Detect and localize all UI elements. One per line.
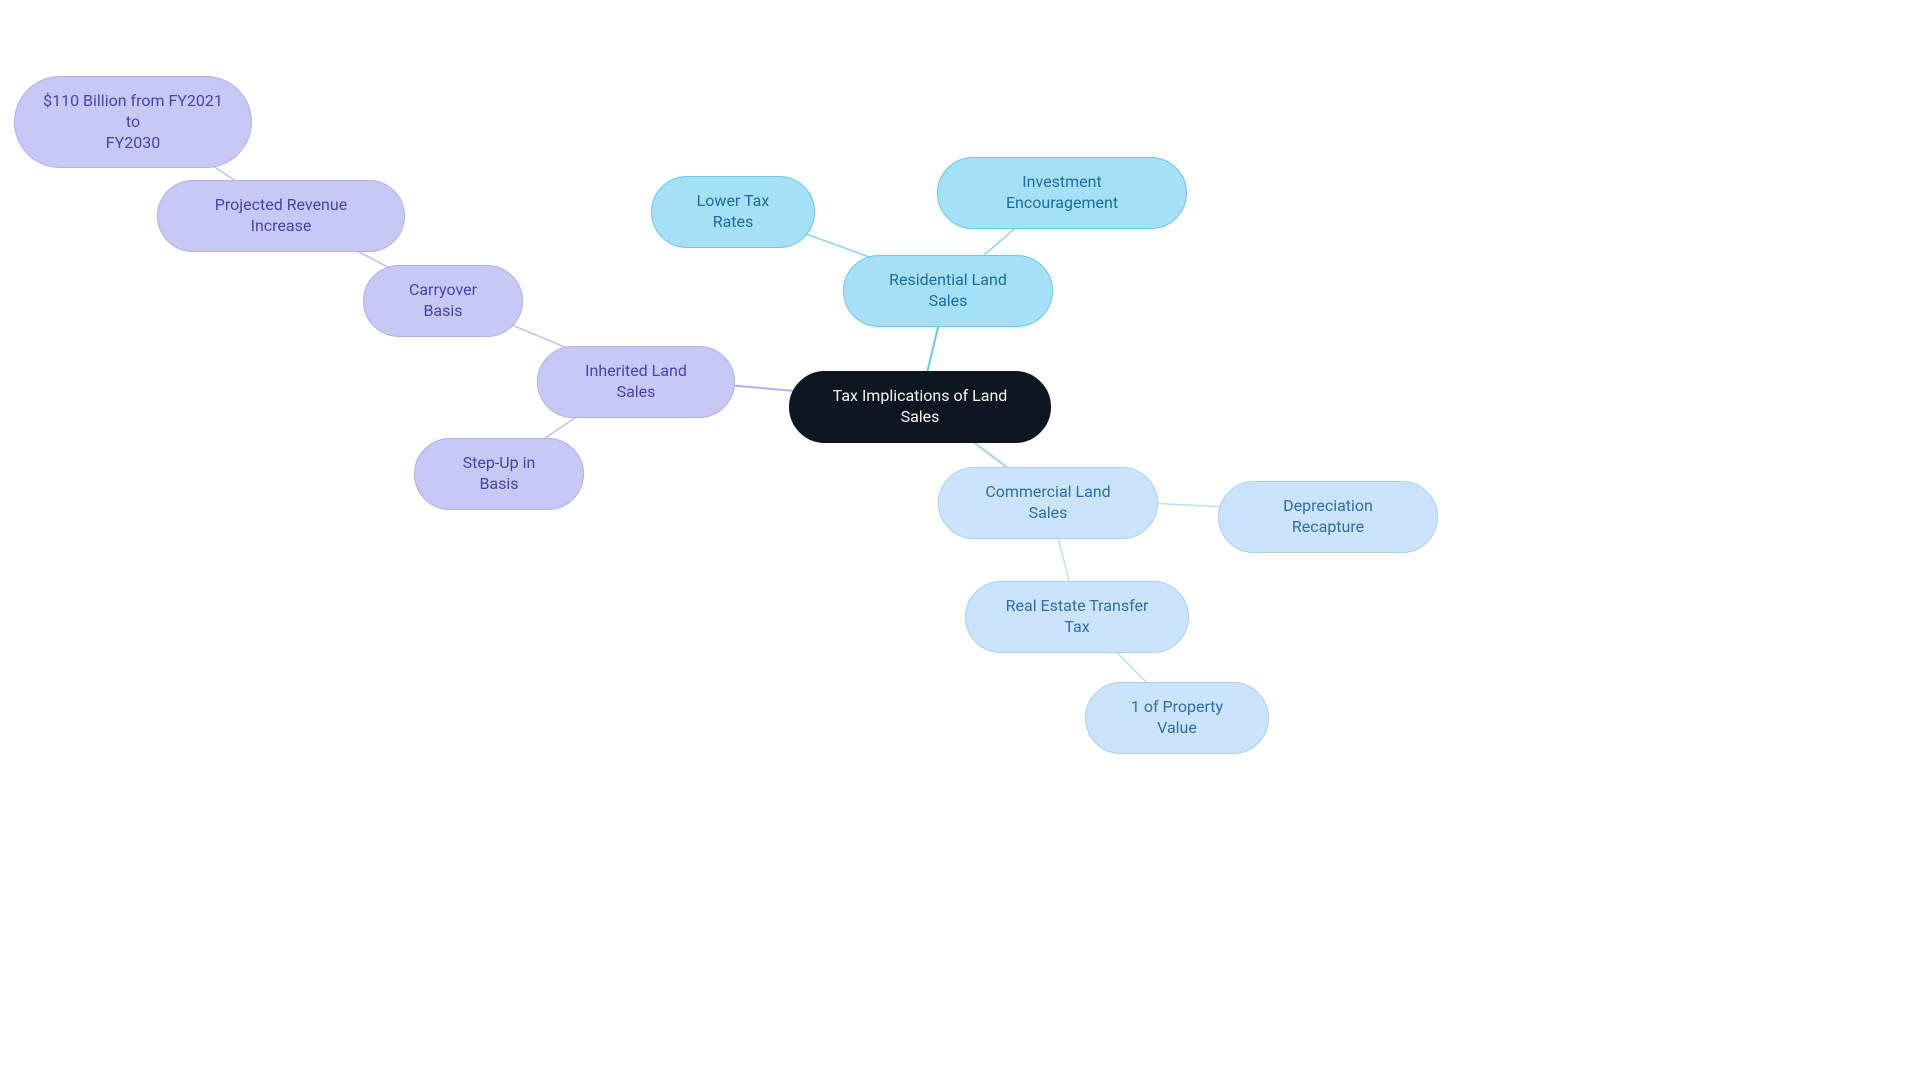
node-res[interactable]: Residential Land Sales <box>843 255 1053 327</box>
node-root[interactable]: Tax Implications of Land Sales <box>789 371 1051 443</box>
node-proj[interactable]: Projected Revenue Increase <box>157 180 405 252</box>
node-bill[interactable]: $110 Billion from FY2021 to FY2030 <box>14 76 252 168</box>
node-step[interactable]: Step-Up in Basis <box>414 438 584 510</box>
node-one[interactable]: 1 of Property Value <box>1085 682 1269 754</box>
node-com[interactable]: Commercial Land Sales <box>938 467 1158 539</box>
node-inh[interactable]: Inherited Land Sales <box>537 346 735 418</box>
node-dep[interactable]: Depreciation Recapture <box>1218 481 1438 553</box>
node-carry[interactable]: Carryover Basis <box>363 265 523 337</box>
node-inv[interactable]: Investment Encouragement <box>937 157 1187 229</box>
node-rett[interactable]: Real Estate Transfer Tax <box>965 581 1189 653</box>
node-lower[interactable]: Lower Tax Rates <box>651 176 815 248</box>
